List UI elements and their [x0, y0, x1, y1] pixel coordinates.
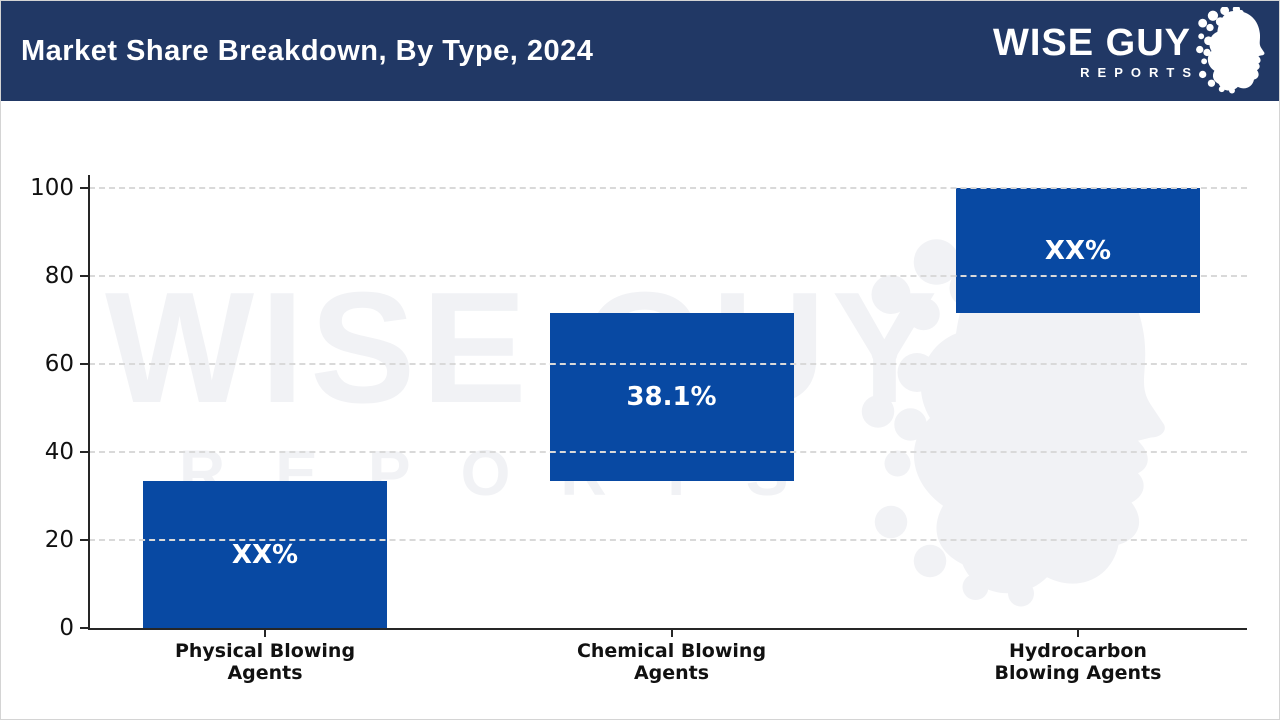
- y-tick-mark: [80, 451, 89, 453]
- x-axis-label-line1: Physical Blowing: [174, 640, 356, 662]
- bar-value-label: XX%: [231, 539, 299, 570]
- x-axis-label-physical-blowing-agents: Physical Blowing Agents: [105, 640, 425, 684]
- x-axis-label-line1: Hydrocarbon: [1009, 640, 1147, 662]
- bar-hydrocarbon-blowing-agents: [956, 188, 1200, 314]
- x-tick-mark: [670, 630, 673, 637]
- y-axis-line: [88, 174, 90, 630]
- bar-chemical-blowing-agents: [549, 313, 794, 482]
- x-axis-label-hydrocarbon-blowing-agents: Hydrocarbon Blowing Agents: [918, 640, 1238, 684]
- wiseguy-logo: WISE GUY REPORTS: [993, 5, 1269, 97]
- logo-wordmark: WISE GUY: [992, 21, 1191, 64]
- watermark-wordmark: WISE GUY: [105, 260, 944, 436]
- x-axis-line: [89, 628, 1247, 630]
- y-tick-label: 40: [44, 439, 74, 465]
- y-tick-label: 100: [30, 175, 74, 201]
- x-axis-label-line2: Agents: [633, 661, 710, 684]
- logo-face-icon: [1195, 7, 1269, 95]
- y-tick-mark: [80, 627, 89, 629]
- logo-subtext: REPORTS: [1080, 64, 1199, 80]
- x-tick-mark: [1077, 630, 1079, 637]
- x-axis-label-line2: Agents: [227, 661, 303, 684]
- y-tick-mark: [80, 539, 89, 541]
- x-axis-label-chemical-blowing-agents: Chemical Blowing Agents: [512, 640, 832, 684]
- bar-value-label: XX%: [1044, 235, 1112, 266]
- y-tick-label: 80: [44, 263, 74, 289]
- bar-physical-blowing-agents: [143, 481, 387, 628]
- gridline-20: [89, 539, 1247, 541]
- page-title: Market Share Breakdown, By Type, 2024: [21, 35, 594, 67]
- x-tick-mark: [264, 630, 266, 637]
- header: Market Share Breakdown, By Type, 2024 WI…: [1, 1, 1279, 101]
- gridline-60: [89, 363, 1247, 365]
- y-tick-mark: [80, 275, 89, 277]
- gridline-100: [89, 187, 1247, 189]
- x-axis-label-line2: Blowing Agents: [994, 661, 1162, 684]
- gridline-40: [89, 451, 1247, 453]
- bar-value-label: 38.1%: [626, 382, 717, 413]
- x-axis-label-line1: Chemical Blowing: [576, 640, 767, 662]
- y-tick-label: 0: [59, 615, 74, 641]
- y-tick-label: 60: [44, 351, 74, 377]
- y-tick-mark: [80, 363, 89, 365]
- gridline-80: [89, 275, 1247, 277]
- y-tick-label: 20: [44, 527, 74, 553]
- plot-area: 0 20 40 60 80 100 XX% Physical Blowing Agents 38.…: [1, 101, 1279, 719]
- y-tick-mark: [80, 187, 89, 189]
